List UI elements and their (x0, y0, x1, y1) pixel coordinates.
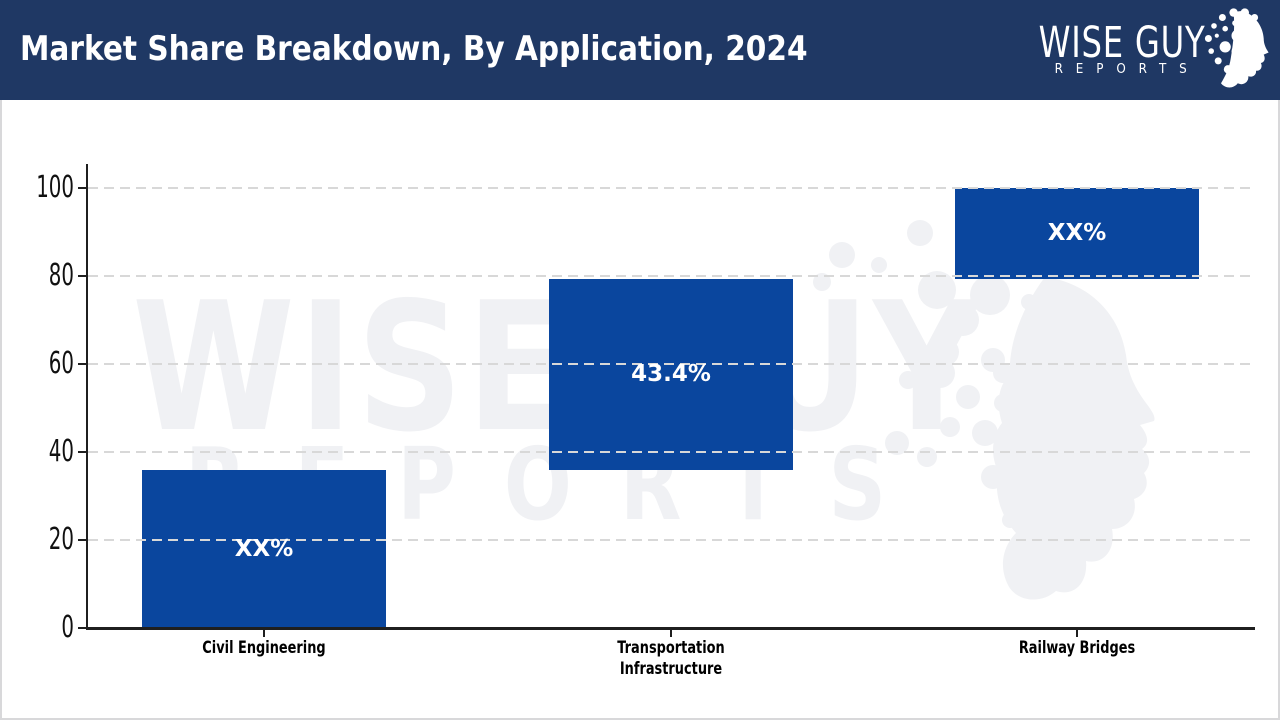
watermark-face-dots-icon (813, 220, 1155, 600)
x-tick-mark (670, 630, 672, 637)
y-tick-mark-60 (78, 363, 86, 365)
y-tick-mark-20 (78, 539, 86, 541)
logo-face-dots-icon (1204, 8, 1269, 88)
header-bar: Market Share Breakdown, By Application, … (0, 0, 1280, 100)
bar-value-label: XX% (1047, 220, 1107, 247)
y-tick-mark-100 (78, 187, 86, 189)
gridline-y-40 (88, 451, 1254, 453)
y-tick-mark-40 (78, 451, 86, 453)
y-tick-label-40: 40 (48, 434, 74, 469)
y-axis-line (85, 164, 88, 630)
wise-guy-reports-logo: WISE GUY REPORTS (1010, 0, 1270, 100)
gridline-y-100 (88, 187, 1254, 189)
bar-value-label: XX% (234, 535, 294, 562)
y-tick-mark-80 (78, 275, 86, 277)
bar-value-label: 43.4% (631, 361, 711, 388)
logo-wiseguy-text: WISE GUY (1038, 18, 1205, 68)
gridline-y-60 (88, 363, 1254, 365)
y-tick-label-80: 80 (48, 258, 74, 293)
category-label-transportation-infrastructure: Transportation Infrastructure (617, 638, 725, 679)
category-label-civil-engineering: Civil Engineering (202, 638, 326, 658)
x-axis-line (85, 627, 1255, 630)
logo-reports-text: REPORTS (1054, 62, 1200, 77)
y-tick-label-100: 100 (36, 170, 74, 205)
gridline-y-80 (88, 275, 1254, 277)
y-tick-mark-0 (78, 627, 86, 629)
x-tick-mark (263, 630, 265, 637)
chart-title: Market Share Breakdown, By Application, … (20, 29, 808, 69)
bar-railway-bridges (955, 188, 1199, 279)
category-label-railway-bridges: Railway Bridges (1018, 638, 1136, 658)
y-tick-label-60: 60 (48, 346, 74, 381)
bar-transportation-infrastructure (549, 278, 793, 470)
y-tick-label-0: 0 (61, 610, 74, 645)
bar-civil-engineering (142, 469, 386, 628)
gridline-y-20 (88, 539, 1254, 541)
x-tick-mark (1076, 630, 1078, 637)
y-tick-label-20: 20 (48, 522, 74, 557)
